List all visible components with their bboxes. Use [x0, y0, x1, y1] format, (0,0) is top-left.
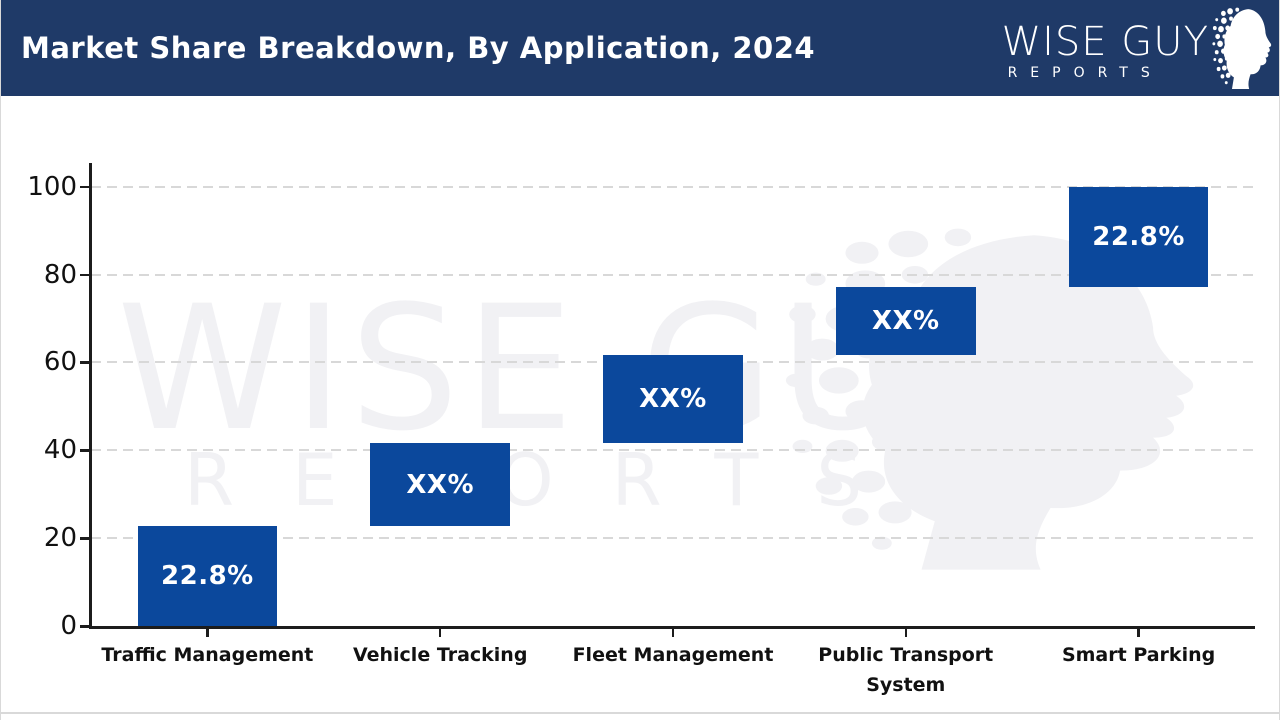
y-tick-label-80: 80 — [43, 259, 77, 290]
brand-logo: WISE GUY REPORTS — [1002, 5, 1273, 91]
x-tick-1 — [206, 628, 209, 637]
x-category-label-4: Public Transport System — [818, 644, 994, 697]
y-tick-80 — [80, 273, 89, 277]
y-tick-20 — [80, 537, 89, 540]
y-tick-label-0: 0 — [60, 611, 77, 641]
x-tick-3 — [671, 628, 675, 637]
y-tick-label-20: 20 — [43, 523, 77, 554]
page-bottom-divider — [1, 712, 1279, 714]
header: Market Share Breakdown, By Application, … — [1, 0, 1279, 96]
gridline-y-100 — [91, 185, 1255, 188]
y-tick-40 — [80, 449, 89, 452]
y-tick-100 — [80, 185, 89, 189]
y-tick-label-60: 60 — [43, 347, 77, 378]
gridline-y-80 — [91, 273, 1255, 276]
y-tick-0 — [80, 625, 89, 628]
x-axis-spine — [89, 626, 1255, 629]
y-tick-60 — [80, 361, 89, 364]
bar-5: 22.8% — [1068, 186, 1209, 287]
x-category-label-2: Vehicle Tracking — [352, 644, 528, 666]
x-tick-2 — [438, 628, 442, 637]
page-title: Market Share Breakdown, By Application, … — [21, 31, 816, 65]
bar-value-label: XX% — [639, 383, 707, 414]
brand-face-icon — [1212, 7, 1272, 89]
plot-area: 0 20 40 60 80 100 22.8% Traffic Management XX% Ve… — [27, 163, 1255, 696]
gridline-y-20 — [91, 537, 1255, 540]
x-category-label-3: Fleet Management — [572, 644, 774, 666]
bar-2: XX% — [370, 443, 511, 526]
watermark-brand-subname: REPORTS — [184, 438, 921, 522]
bar-value-label: 22.8% — [1092, 221, 1185, 252]
y-tick-label-40: 40 — [43, 435, 77, 466]
bar-value-label: XX% — [406, 469, 475, 500]
bar-3: XX% — [603, 354, 743, 444]
gridline-y-40 — [91, 449, 1255, 452]
x-category-label-5: Smart Parking — [1061, 644, 1216, 666]
brand-wordmark: WISE GUY REPORTS — [1002, 22, 1209, 81]
bar-value-label: XX% — [871, 305, 940, 336]
bar-4: XX% — [835, 286, 976, 355]
y-axis-spine — [89, 163, 92, 628]
y-tick-label-100: 100 — [27, 171, 77, 202]
bar-value-label: 22.8% — [161, 560, 254, 591]
bar-1: 22.8% — [137, 525, 278, 626]
brand-name: WISE GUY — [1001, 18, 1209, 65]
x-tick-5 — [1137, 628, 1140, 637]
x-category-label-1: Traffic Management — [101, 644, 314, 666]
x-tick-4 — [904, 628, 908, 637]
brand-subname: REPORTS — [1007, 64, 1163, 81]
